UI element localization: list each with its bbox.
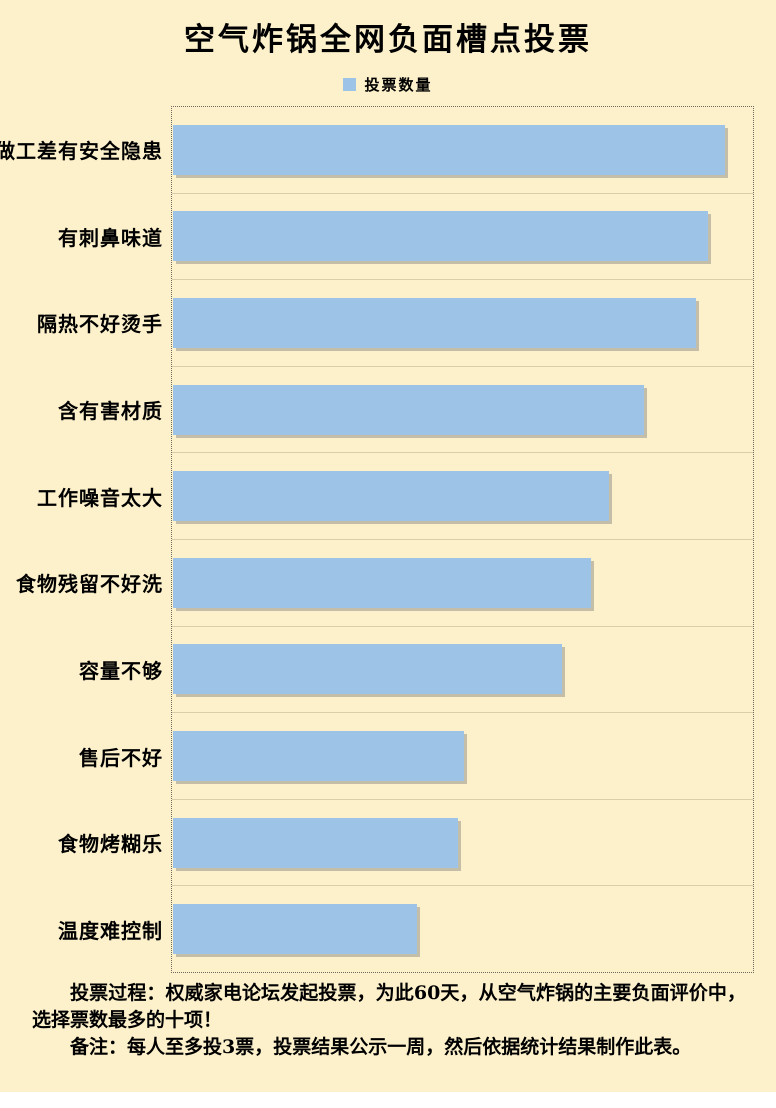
- category-label: 售后不好: [79, 745, 163, 770]
- bar-row: [172, 627, 753, 714]
- category-label: 温度难控制: [58, 919, 163, 944]
- chart-title: 空气炸锅全网负面槽点投票: [184, 22, 592, 58]
- vote-bar: [173, 730, 464, 781]
- bar-row: [172, 107, 753, 194]
- bar-row: [172, 886, 753, 972]
- vote-bar: [173, 904, 418, 955]
- bar-row: [172, 367, 753, 454]
- category-label: 容量不够: [79, 659, 163, 684]
- footer-notes: 投票过程：权威家电论坛发起投票，为此60天，从空气炸锅的主要负面评价中，选择票数…: [32, 980, 746, 1061]
- bar-row: [172, 800, 753, 887]
- vote-bar: [173, 211, 708, 262]
- plot-area: [171, 106, 754, 973]
- bar-row: [172, 713, 753, 800]
- category-label: 食物残留不好洗: [16, 572, 163, 597]
- vote-bar: [173, 384, 644, 435]
- footer-paragraph-process: 投票过程：权威家电论坛发起投票，为此60天，从空气炸锅的主要负面评价中，选择票数…: [32, 982, 746, 1031]
- legend: 投票数量: [0, 74, 776, 94]
- category-label: 做工差有安全隐患: [0, 138, 163, 163]
- vote-bar: [173, 557, 592, 608]
- category-label: 有刺鼻味道: [58, 225, 163, 250]
- vote-bar: [173, 297, 696, 348]
- vote-bar: [173, 124, 725, 175]
- bar-row: [172, 453, 753, 540]
- footer-paragraph-remark: 备注：每人至多投3票，投票结果公示一周，然后依据统计结果制作此表。: [70, 1036, 692, 1058]
- legend-swatch-icon: [343, 77, 357, 91]
- bar-row: [172, 280, 753, 367]
- category-labels: 做工差有安全隐患有刺鼻味道隔热不好烫手含有害材质工作噪音太大食物残留不好洗容量不…: [0, 106, 163, 973]
- bar-row: [172, 194, 753, 281]
- category-label: 隔热不好烫手: [37, 312, 163, 337]
- vote-bar: [173, 471, 609, 522]
- bar-row: [172, 540, 753, 627]
- vote-bar: [173, 644, 563, 695]
- legend-label: 投票数量: [364, 75, 433, 94]
- category-label: 工作噪音太大: [37, 485, 163, 510]
- category-label: 食物烤糊乐: [58, 832, 163, 857]
- category-label: 含有害材质: [58, 398, 163, 423]
- vote-bar: [173, 817, 458, 868]
